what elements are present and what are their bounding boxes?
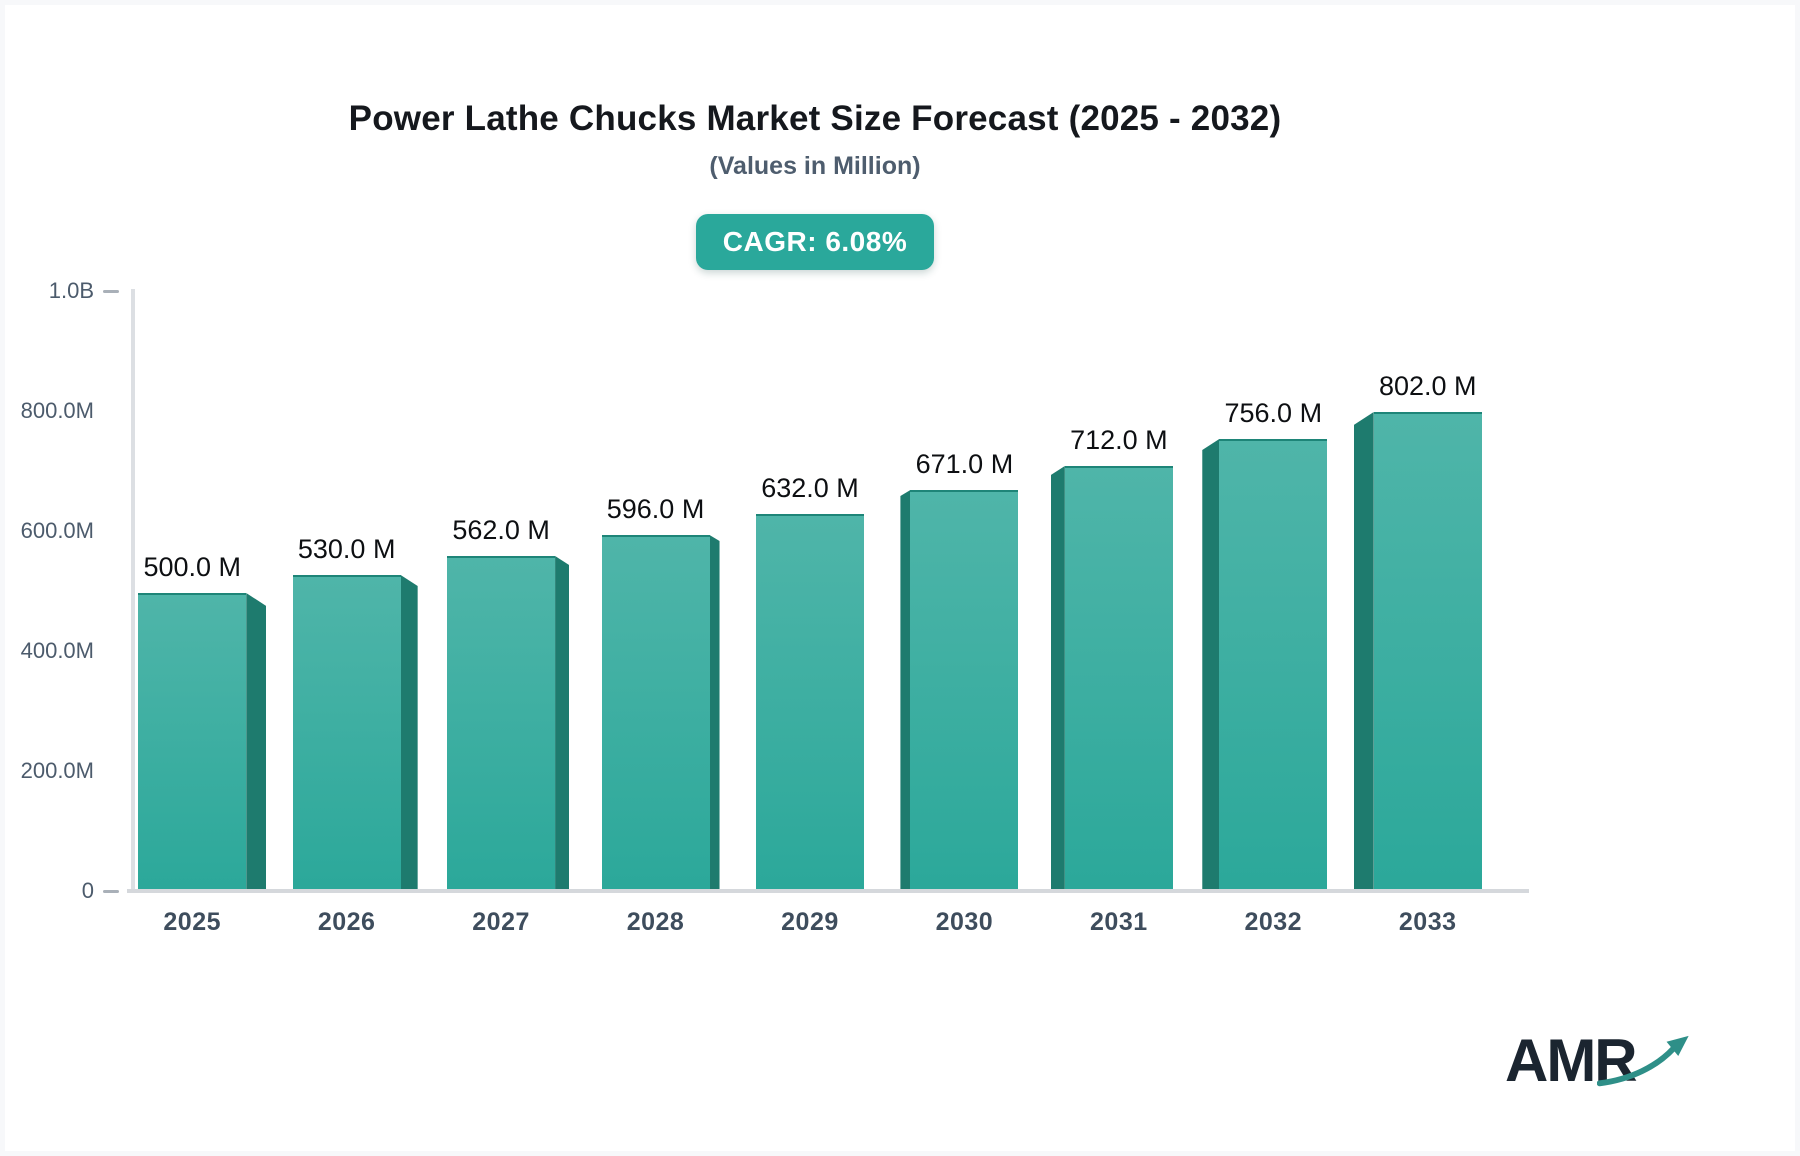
x-axis-labels: 2025 2026 2027 2028 2029 2030 2031 2032 2033: [115, 908, 1505, 937]
y-tick: 1.0B: [5, 278, 127, 304]
bar-3d-side: [1202, 439, 1220, 893]
bar: [138, 593, 247, 893]
y-tick: 400.0M: [5, 638, 127, 664]
x-axis-label: 2025: [163, 908, 222, 936]
bar-slot: 530.0 M: [269, 291, 423, 893]
bar: [1219, 439, 1328, 893]
y-tick-label: 800.0M: [20, 398, 94, 423]
bar-slot: 712.0 M: [1042, 291, 1196, 893]
amr-logo: AMR: [1505, 1029, 1695, 1095]
x-axis-label: 2029: [781, 908, 839, 936]
cagr-badge: CAGR: 6.08%: [695, 214, 935, 270]
y-tick-label: 1.0B: [48, 278, 94, 303]
chart-title: Power Lathe Chucks Market Size Forecast …: [348, 99, 1282, 138]
bar-value-label: 802.0 M: [1378, 371, 1477, 401]
chart-header: Power Lathe Chucks Market Size Forecast …: [95, 5, 1535, 270]
growth-arrow-icon: [1597, 1035, 1689, 1087]
x-axis-line: [127, 889, 1529, 893]
y-axis: 0 200.0M 400.0M 600.0M 800.0M 1.0B: [5, 278, 127, 903]
bar-3d-side: [709, 535, 720, 893]
bar: [1064, 466, 1173, 893]
bar-3d-side: [400, 575, 418, 893]
bar: [910, 490, 1019, 893]
bar-slot: 596.0 M: [578, 291, 732, 893]
bar-slot: 500.0 M: [115, 291, 269, 893]
arrow-head: [1666, 1035, 1689, 1057]
bars: 500.0 M 530.0 M 562.0 M 596.0 M 632.0 M 671.0…: [115, 291, 1505, 893]
y-tick-label: 200.0M: [20, 758, 94, 783]
bar-slot: 562.0 M: [424, 291, 578, 893]
bar: [755, 514, 864, 893]
x-axis-label: 2028: [626, 908, 685, 936]
bar-slot: 756.0 M: [1196, 291, 1350, 893]
bar-3d-side: [1050, 466, 1065, 893]
y-axis-line: [131, 289, 135, 891]
bar-3d-side: [900, 490, 911, 893]
y-tick: 600.0M: [5, 518, 127, 544]
x-axis-label: 2031: [1090, 908, 1148, 936]
bar-3d-side: [1353, 412, 1374, 893]
x-axis-label: 2027: [472, 908, 530, 936]
bar-slot: 632.0 M: [733, 291, 887, 893]
bar-value-label: 671.0 M: [915, 449, 1014, 479]
arrow-swoosh: [1597, 1045, 1677, 1087]
x-axis-label: 2026: [317, 908, 376, 936]
bar: [292, 575, 401, 893]
bar-value-label: 500.0 M: [143, 552, 241, 582]
bar-value-label: 596.0 M: [606, 494, 705, 524]
bar-value-label: 632.0 M: [761, 473, 859, 503]
bar-3d-side: [555, 556, 570, 893]
bar-3d-side: [246, 593, 267, 893]
y-tick-mark: [103, 889, 119, 893]
x-axis-label: 2032: [1244, 908, 1303, 936]
bar-value-label: 562.0 M: [452, 515, 550, 545]
x-axis-label: 2030: [935, 908, 994, 936]
y-tick: 0: [5, 878, 127, 904]
bar-slot: 671.0 M: [887, 291, 1041, 893]
y-tick: 800.0M: [5, 398, 127, 424]
y-tick: 200.0M: [5, 758, 127, 784]
y-tick-label: 0: [81, 878, 94, 903]
bar: [601, 535, 710, 893]
bar-value-label: 712.0 M: [1070, 425, 1168, 455]
y-tick-label: 400.0M: [20, 638, 94, 663]
y-tick-mark: [103, 289, 119, 293]
bar-value-label: 530.0 M: [297, 534, 396, 564]
y-tick-label: 600.0M: [20, 518, 94, 543]
bar-value-label: 756.0 M: [1224, 398, 1323, 428]
bar: [1373, 412, 1482, 893]
bar-slot: 802.0 M: [1351, 291, 1505, 893]
x-axis-label: 2033: [1398, 908, 1457, 936]
chart-subtitle: (Values in Million): [709, 152, 921, 180]
bar: [447, 556, 556, 893]
